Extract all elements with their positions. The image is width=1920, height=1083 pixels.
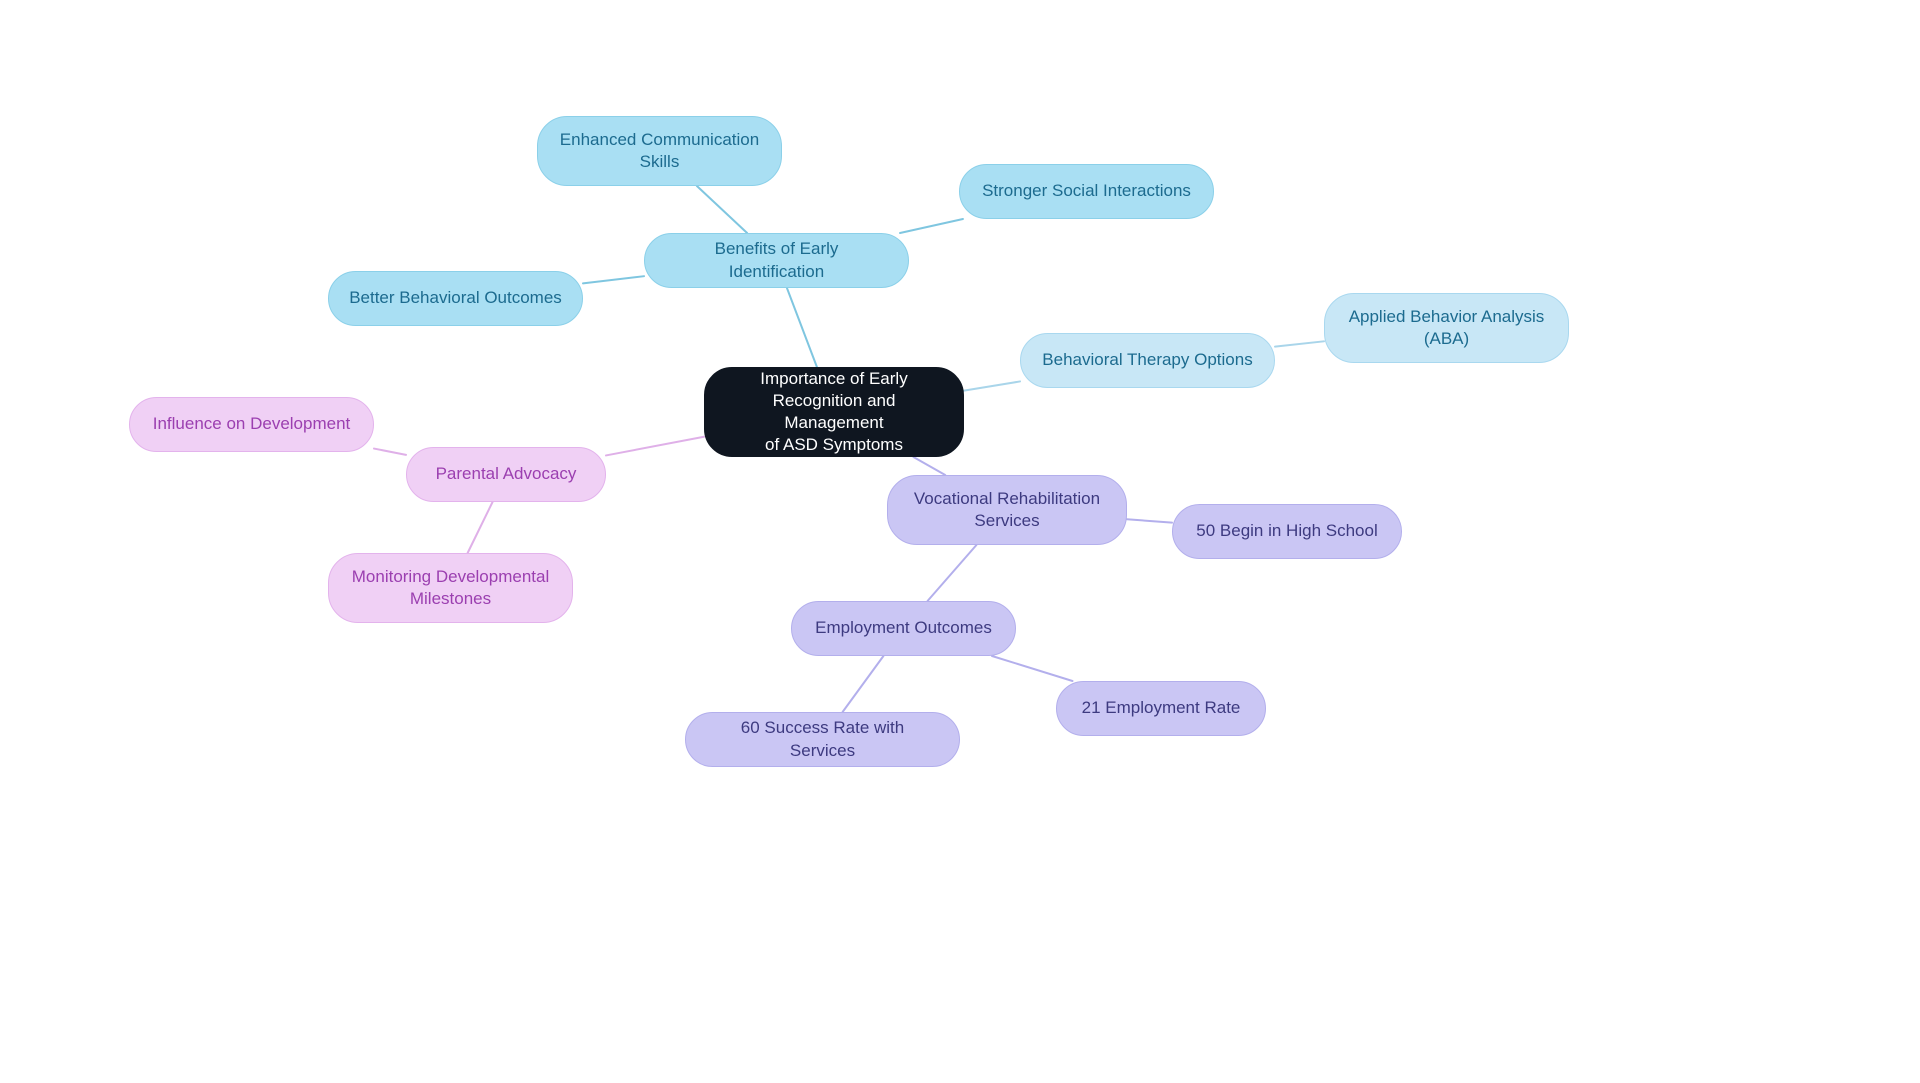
node-milestones[interactable]: Monitoring DevelopmentalMilestones (328, 553, 573, 623)
node-label: 21 Employment Rate (1082, 697, 1241, 719)
edge (992, 656, 1072, 681)
node-sixty[interactable]: 60 Success Rate with Services (685, 712, 960, 767)
edge (468, 502, 493, 553)
edge (787, 288, 817, 367)
node-label: 50 Begin in High School (1196, 520, 1377, 542)
node-therapy[interactable]: Behavioral Therapy Options (1020, 333, 1275, 388)
node-aba[interactable]: Applied Behavior Analysis(ABA) (1324, 293, 1569, 363)
node-twentyone[interactable]: 21 Employment Rate (1056, 681, 1266, 736)
node-label: Behavioral Therapy Options (1042, 349, 1252, 371)
edge (374, 449, 406, 455)
edge (964, 381, 1020, 390)
edge (697, 186, 747, 233)
node-label: Employment Outcomes (815, 617, 992, 639)
node-behavioral_out[interactable]: Better Behavioral Outcomes (328, 271, 583, 326)
edge (606, 437, 704, 456)
edge (843, 656, 884, 712)
node-label: Stronger Social Interactions (982, 180, 1191, 202)
node-label: Applied Behavior Analysis(ABA) (1349, 306, 1545, 350)
edge (1127, 519, 1172, 522)
node-parental[interactable]: Parental Advocacy (406, 447, 606, 502)
node-label: Influence on Development (153, 413, 351, 435)
node-label: Benefits of Early Identification (665, 238, 888, 282)
edge (1275, 341, 1324, 346)
node-influence[interactable]: Influence on Development (129, 397, 374, 452)
edge (928, 545, 977, 601)
node-fifty[interactable]: 50 Begin in High School (1172, 504, 1402, 559)
node-label: 60 Success Rate with Services (706, 717, 939, 761)
node-label: Vocational RehabilitationServices (914, 488, 1100, 532)
node-label: Enhanced CommunicationSkills (560, 129, 759, 173)
node-label: Importance of EarlyRecognition and Manag… (725, 368, 943, 456)
node-vocational[interactable]: Vocational RehabilitationServices (887, 475, 1127, 545)
node-benefits[interactable]: Benefits of Early Identification (644, 233, 909, 288)
node-social[interactable]: Stronger Social Interactions (959, 164, 1214, 219)
node-label: Parental Advocacy (436, 463, 577, 485)
node-label: Monitoring DevelopmentalMilestones (352, 566, 550, 610)
node-label: Better Behavioral Outcomes (349, 287, 562, 309)
edge (583, 276, 644, 283)
node-comm[interactable]: Enhanced CommunicationSkills (537, 116, 782, 186)
node-center[interactable]: Importance of EarlyRecognition and Manag… (704, 367, 964, 457)
edge (913, 457, 945, 475)
edge (900, 219, 963, 233)
node-employment[interactable]: Employment Outcomes (791, 601, 1016, 656)
mindmap-canvas: Importance of EarlyRecognition and Manag… (0, 0, 1920, 1083)
